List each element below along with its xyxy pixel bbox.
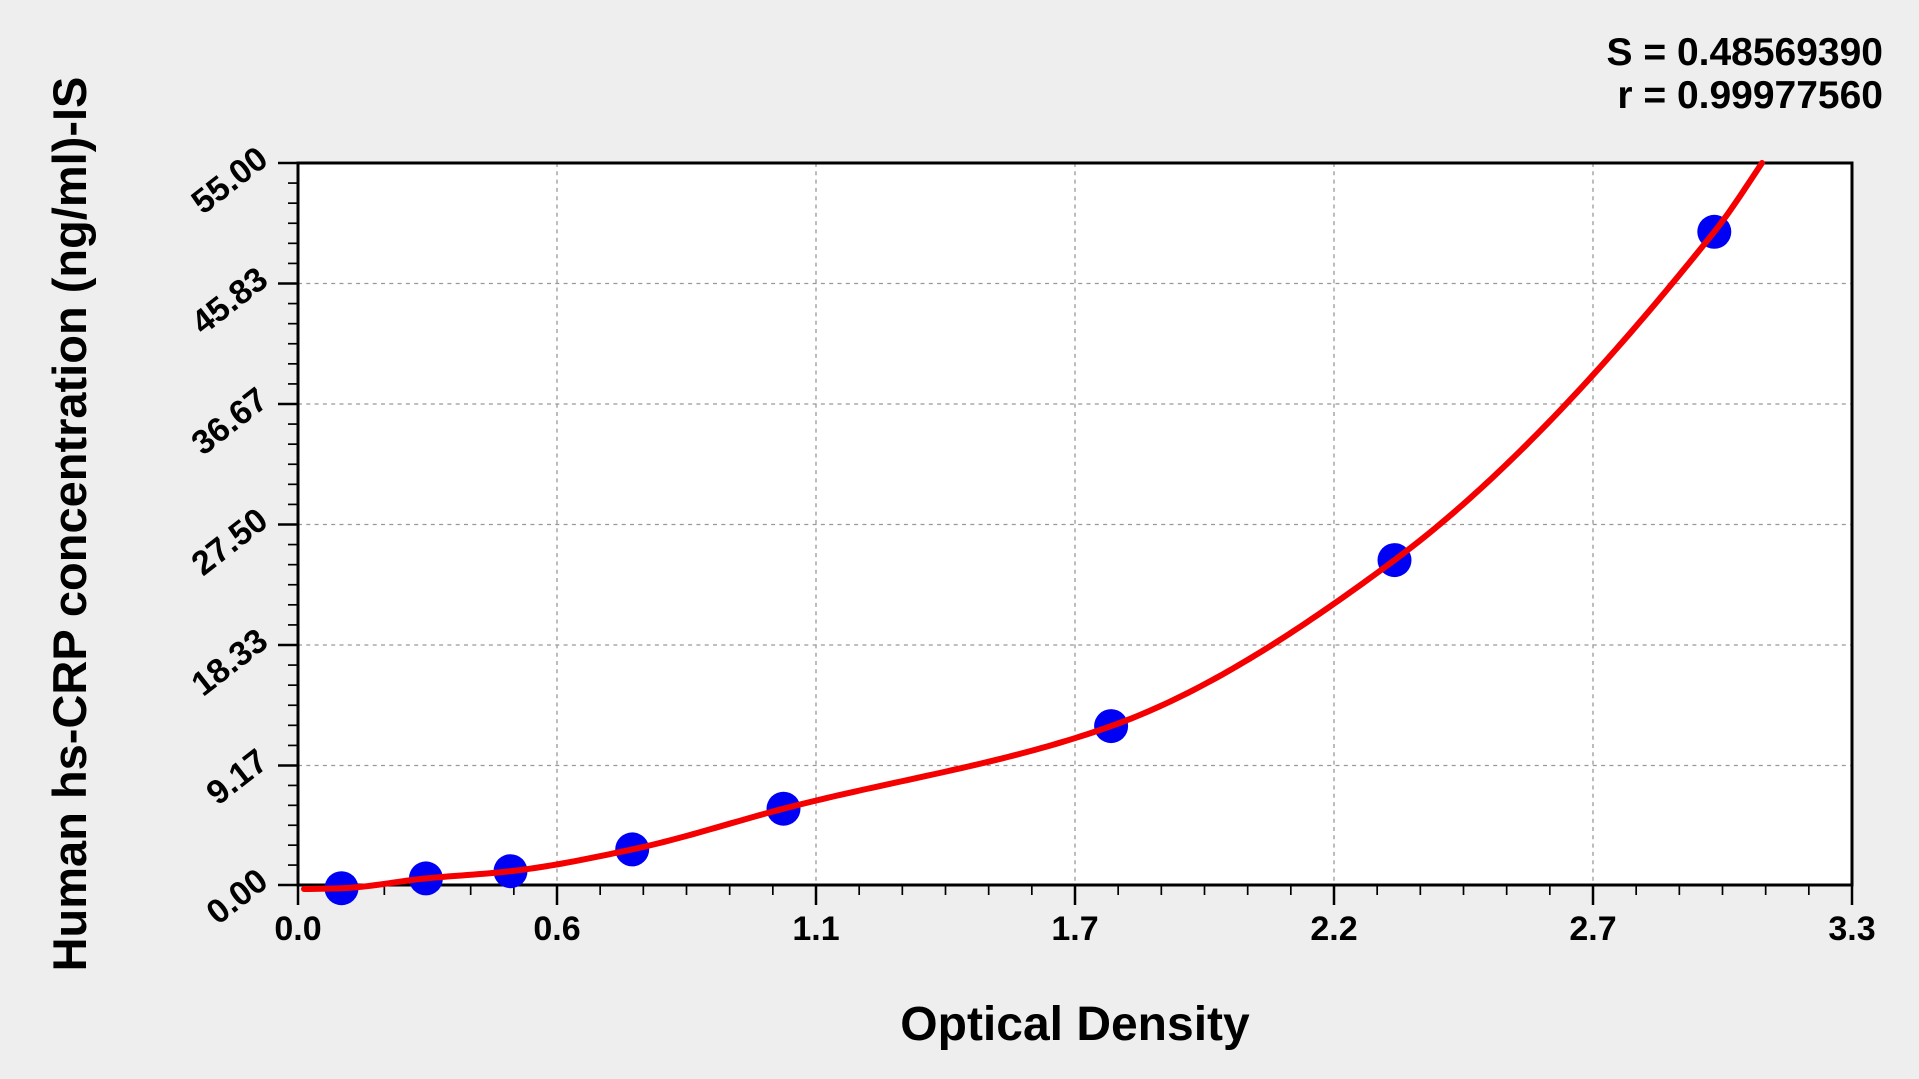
svg-text:3.3: 3.3 (1828, 910, 1875, 948)
svg-text:2.7: 2.7 (1569, 910, 1616, 948)
svg-text:r = 0.99977560: r = 0.99977560 (1617, 74, 1883, 117)
svg-text:2.2: 2.2 (1310, 910, 1357, 948)
svg-text:1.7: 1.7 (1051, 910, 1098, 948)
svg-text:Human hs-CRP concentration (ng: Human hs-CRP concentration (ng/ml)-IS (43, 77, 96, 972)
svg-text:0.6: 0.6 (533, 910, 580, 948)
svg-text:Optical Density: Optical Density (900, 998, 1250, 1051)
svg-text:0.0: 0.0 (274, 910, 321, 948)
svg-text:S = 0.48569390: S = 0.48569390 (1606, 31, 1883, 74)
svg-text:1.1: 1.1 (792, 910, 839, 948)
